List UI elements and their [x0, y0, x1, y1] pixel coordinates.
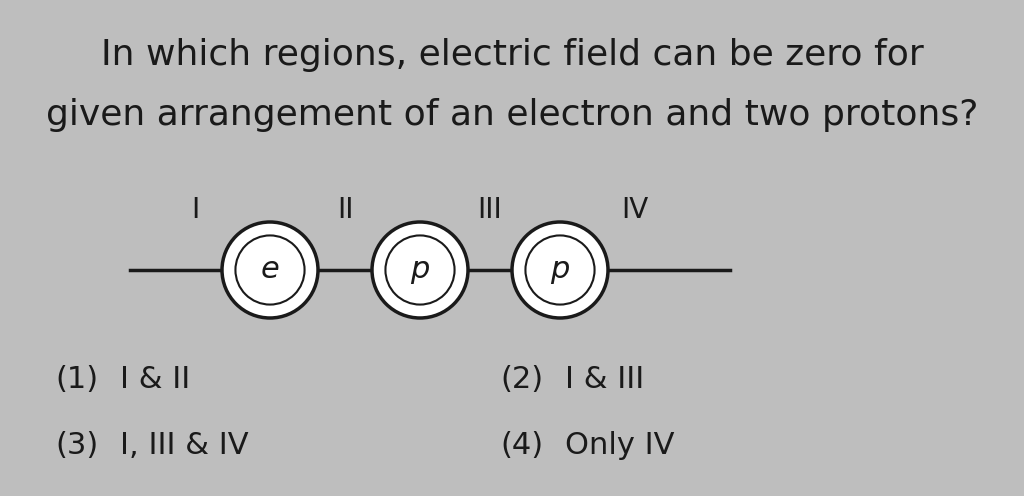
- Text: p: p: [411, 255, 430, 285]
- Text: (1): (1): [55, 366, 98, 394]
- Text: III: III: [477, 196, 503, 224]
- Text: (3): (3): [55, 431, 98, 459]
- Text: given arrangement of an electron and two protons?: given arrangement of an electron and two…: [46, 98, 978, 132]
- Text: I, III & IV: I, III & IV: [120, 431, 249, 459]
- Circle shape: [372, 222, 468, 318]
- Text: Only IV: Only IV: [565, 431, 675, 459]
- Text: II: II: [337, 196, 353, 224]
- Text: (4): (4): [500, 431, 543, 459]
- Text: IV: IV: [622, 196, 648, 224]
- Circle shape: [222, 222, 318, 318]
- Text: e: e: [261, 255, 280, 285]
- Text: p: p: [550, 255, 569, 285]
- Text: In which regions, electric field can be zero for: In which regions, electric field can be …: [100, 38, 924, 72]
- Text: (2): (2): [500, 366, 543, 394]
- Text: I & III: I & III: [565, 366, 644, 394]
- Circle shape: [512, 222, 608, 318]
- Text: I: I: [190, 196, 199, 224]
- Text: I & II: I & II: [120, 366, 190, 394]
